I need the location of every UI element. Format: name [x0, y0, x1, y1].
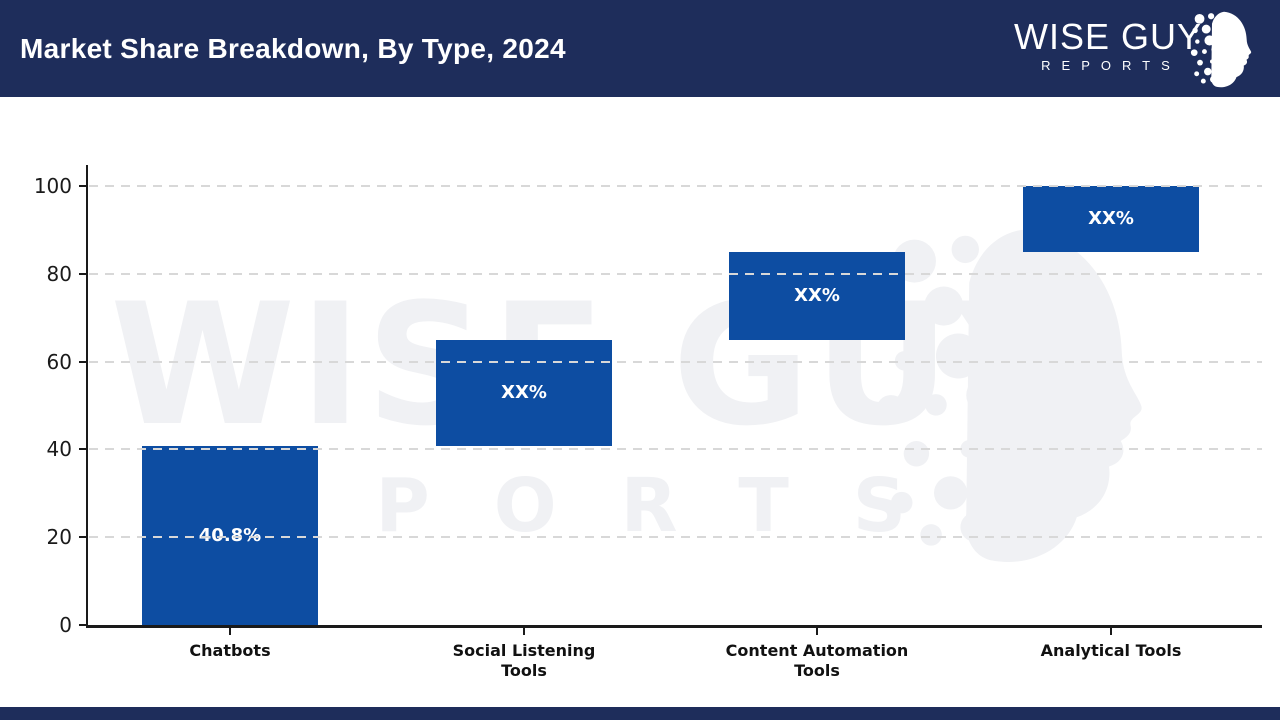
logo-wordmark-line2: REPORTS — [1041, 58, 1181, 73]
logo-wordmark-line1: WISE GUY — [1013, 16, 1202, 57]
gridline — [89, 272, 1262, 275]
chart-title: Market Share Breakdown, By Type, 2024 — [20, 32, 566, 64]
y-tick-label: 40 — [46, 437, 72, 462]
bar-value-label: XX% — [501, 382, 547, 404]
x-category-label-line: Social Listening — [452, 641, 596, 660]
y-tick-mark — [79, 360, 87, 363]
header-bar: Market Share Breakdown, By Type, 2024 WI… — [0, 0, 1280, 97]
gridline — [89, 360, 1262, 363]
gridline — [89, 448, 1262, 451]
bar-value-label: XX% — [794, 285, 840, 307]
x-category-label: Content Automation Tools — [672, 641, 962, 681]
y-tick-label: 20 — [46, 525, 72, 550]
bar-value-label: 40.8% — [199, 525, 261, 546]
x-tick-mark — [816, 628, 818, 635]
logo-face-icon — [1190, 11, 1252, 88]
x-category-label-line: Tools — [501, 661, 547, 680]
y-tick-mark — [79, 624, 87, 626]
wiseguy-logo: WISE GUY REPORTS — [1014, 8, 1264, 90]
x-category-label: Analytical Tools — [966, 641, 1256, 661]
x-tick-mark — [229, 628, 231, 635]
logo-wordmark: WISE GUY REPORTS — [1013, 16, 1202, 74]
watermark-face-icon — [876, 229, 1142, 563]
y-tick-mark — [79, 536, 87, 539]
bar-chatbots: 40.8% — [142, 445, 318, 625]
x-category-label-line: Chatbots — [189, 641, 271, 660]
y-tick-label: 60 — [46, 349, 72, 374]
x-category-label: Social Listening Tools — [379, 641, 669, 681]
x-category-label-line: Content Automation — [725, 641, 909, 660]
footer-bar — [0, 707, 1280, 720]
gridline — [89, 536, 1262, 539]
y-tick-mark — [79, 448, 87, 451]
bar-value-label: XX% — [1088, 208, 1134, 230]
y-tick-mark — [79, 272, 87, 275]
y-axis-line — [86, 165, 88, 627]
x-category-label: Chatbots — [85, 641, 375, 661]
y-tick-label: 0 — [59, 613, 72, 637]
y-tick-mark — [79, 185, 87, 187]
y-tick-label: 100 — [33, 174, 72, 198]
x-axis-line — [86, 625, 1262, 628]
gridline — [89, 185, 1262, 187]
bar-social-listening-tools: XX% — [436, 339, 612, 446]
x-category-label-line: Tools — [794, 661, 840, 680]
bar-content-automation-tools: XX% — [729, 251, 905, 340]
x-tick-mark — [1110, 628, 1112, 635]
x-tick-mark — [523, 628, 525, 635]
bar-analytical-tools: XX% — [1023, 186, 1199, 252]
y-tick-label: 80 — [46, 261, 72, 286]
x-category-label-line: Analytical Tools — [1040, 641, 1182, 660]
